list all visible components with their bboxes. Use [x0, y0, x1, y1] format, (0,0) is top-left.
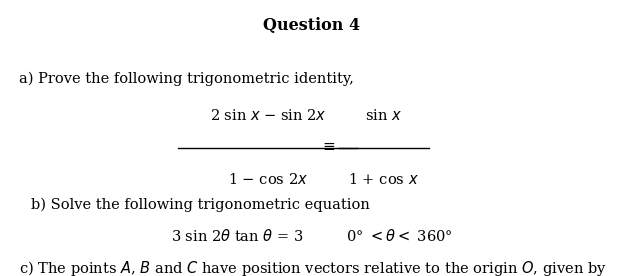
- Text: Question 4: Question 4: [263, 17, 361, 34]
- Text: sin $x$: sin $x$: [365, 108, 402, 123]
- Text: b) Solve the following trigonometric equation: b) Solve the following trigonometric equ…: [31, 197, 370, 212]
- Text: $\equiv$: $\equiv$: [319, 139, 336, 153]
- Text: 3 sin 2$\theta$ tan $\theta$ = 3: 3 sin 2$\theta$ tan $\theta$ = 3: [171, 228, 303, 244]
- Text: 0° $< \theta <$ 360°: 0° $< \theta <$ 360°: [346, 228, 452, 244]
- Text: 2 sin $x$ $-$ sin 2$x$: 2 sin $x$ $-$ sin 2$x$: [210, 108, 327, 123]
- Text: 1 $-$ cos 2$x$: 1 $-$ cos 2$x$: [228, 172, 308, 187]
- Text: 1 + cos $x$: 1 + cos $x$: [348, 172, 419, 187]
- Text: a) Prove the following trigonometric identity,: a) Prove the following trigonometric ide…: [19, 72, 354, 86]
- Text: c) The points $A$, $B$ and $C$ have position vectors relative to the origin $O$,: c) The points $A$, $B$ and $C$ have posi…: [19, 259, 607, 276]
